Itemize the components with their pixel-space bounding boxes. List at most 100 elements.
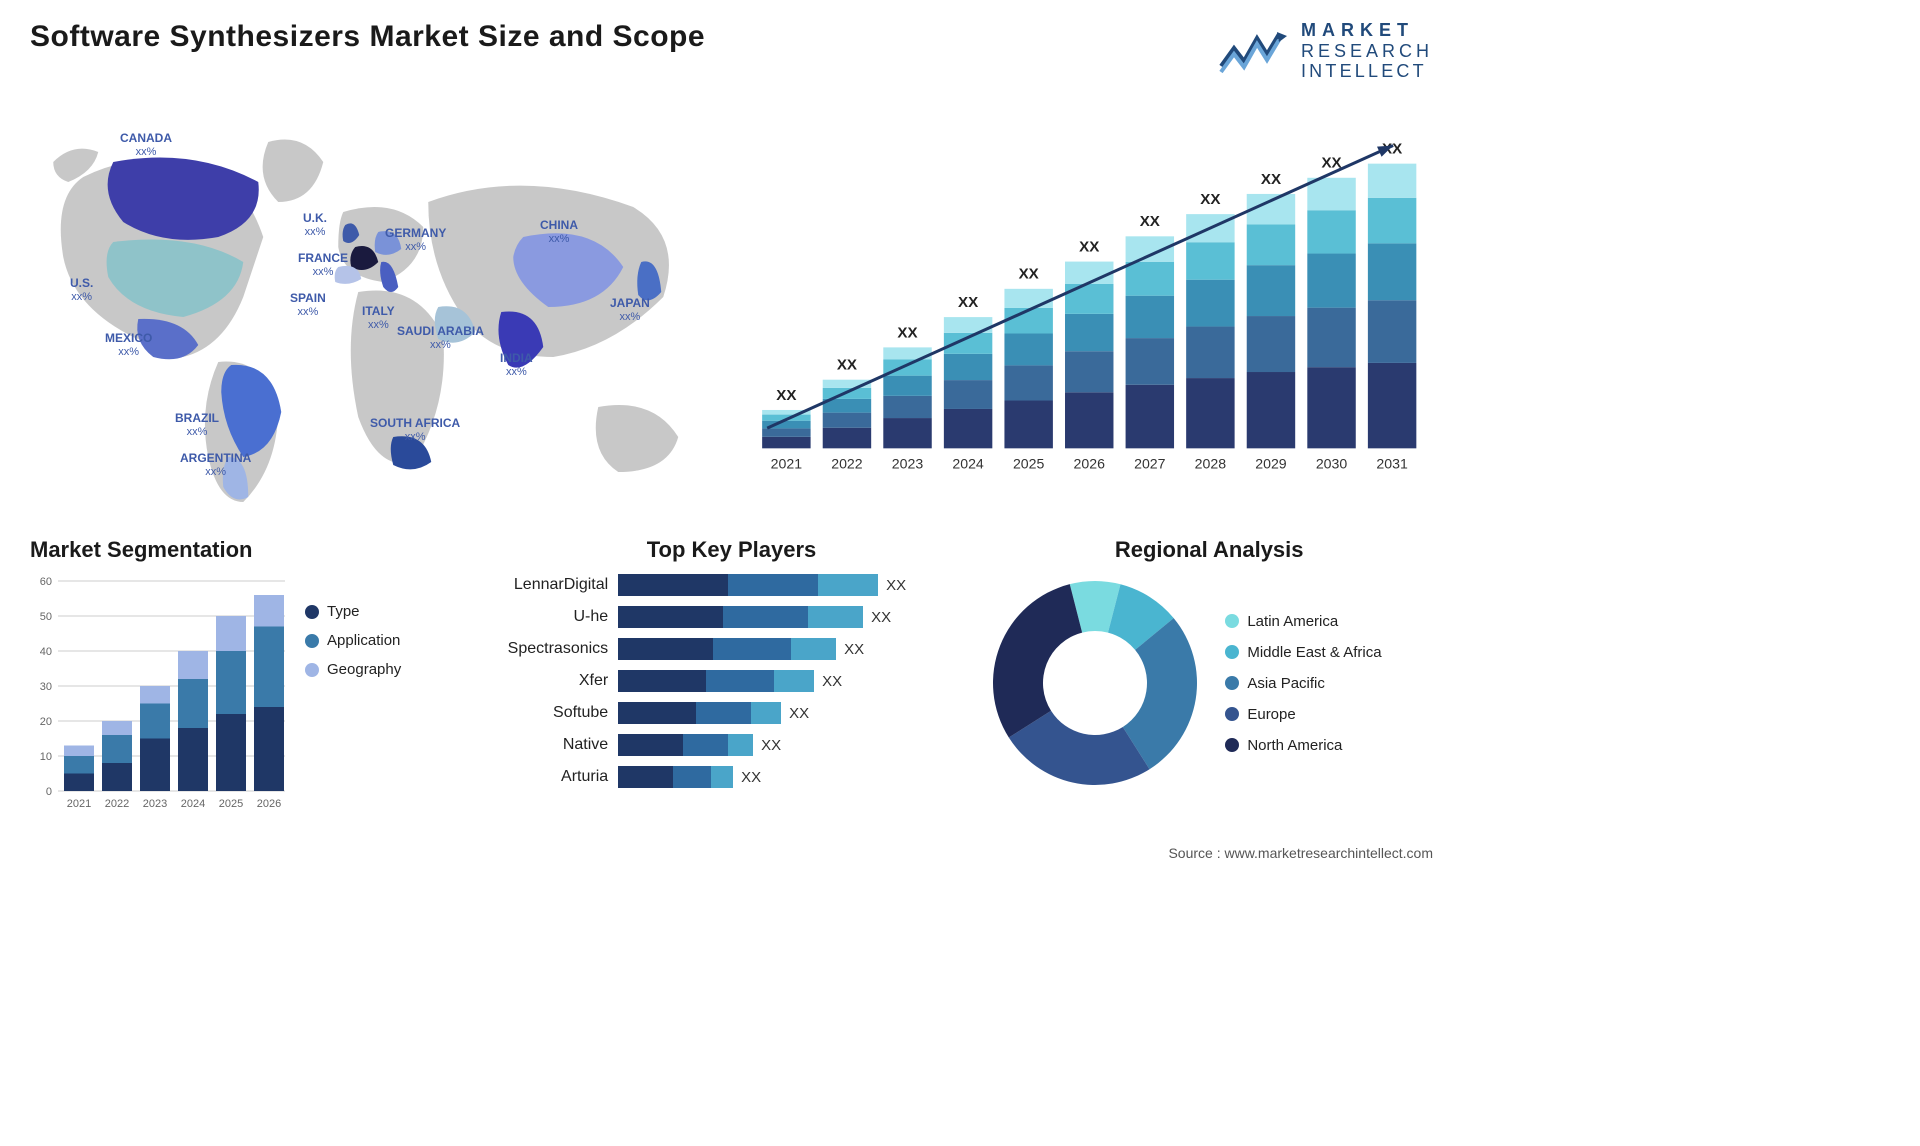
source-text: Source : www.marketresearchintellect.com [1168, 845, 1433, 861]
map-label: U.K.xx% [303, 212, 327, 238]
svg-text:2022: 2022 [105, 798, 129, 810]
map-label: U.S.xx% [70, 277, 93, 303]
svg-text:2024: 2024 [181, 798, 205, 810]
map-label: CANADAxx% [120, 132, 172, 158]
page-title: Software Synthesizers Market Size and Sc… [30, 20, 705, 54]
top-row: CANADAxx% U.S.xx% MEXICOxx% BRAZILxx% ARGENT… [30, 107, 1433, 507]
regional-title: Regional Analysis [985, 537, 1433, 563]
player-value: XX [871, 609, 891, 626]
svg-text:2021: 2021 [770, 456, 802, 472]
segmentation-panel: Market Segmentation 0 10 20 30 40 50 60 2021 202… [30, 537, 478, 813]
svg-text:60: 60 [40, 576, 52, 588]
map-label: JAPANxx% [610, 297, 650, 323]
svg-text:2023: 2023 [143, 798, 167, 810]
players-bars: XXXXXXXXXXXXXX [618, 573, 955, 797]
map-label: FRANCExx% [298, 252, 348, 278]
segmentation-chart: 0 10 20 30 40 50 60 2021 2022 2023 2024 2025 2026 [30, 573, 290, 813]
regional-panel: Regional Analysis Latin America Middle Ea… [985, 537, 1433, 813]
svg-text:2022: 2022 [831, 456, 863, 472]
map-label: BRAZILxx% [175, 412, 219, 438]
svg-text:XX: XX [1079, 239, 1099, 256]
player-label: Native [563, 733, 608, 757]
svg-text:2025: 2025 [219, 798, 243, 810]
growth-chart: XX 2021 XX 2022 XX 2023 XX 2024 XX 2025 XX 2026 XX 20… [747, 107, 1434, 507]
svg-text:50: 50 [40, 611, 52, 623]
player-label: LennarDigital [514, 573, 608, 597]
map-label: INDIAxx% [500, 352, 533, 378]
map-label: SOUTH AFRICAxx% [370, 417, 460, 443]
legend-item: Latin America [1225, 613, 1381, 630]
svg-text:0: 0 [46, 786, 52, 798]
svg-text:2023: 2023 [891, 456, 923, 472]
player-label: Spectrasonics [508, 637, 609, 661]
logo-line1: MARKET [1301, 20, 1433, 41]
legend-item: Application [305, 632, 401, 649]
player-value: XX [886, 577, 906, 594]
regional-legend: Latin America Middle East & Africa Asia Pa… [1225, 613, 1381, 754]
bottom-row: Market Segmentation 0 10 20 30 40 50 60 2021 202… [30, 537, 1433, 813]
svg-text:XX: XX [957, 294, 977, 311]
svg-text:2021: 2021 [67, 798, 91, 810]
player-row: XX [618, 573, 955, 597]
svg-text:2029: 2029 [1255, 456, 1287, 472]
player-value: XX [822, 673, 842, 690]
player-value: XX [844, 641, 864, 658]
player-value: XX [741, 769, 761, 786]
svg-text:XX: XX [1018, 266, 1038, 283]
svg-text:XX: XX [1200, 191, 1220, 208]
legend-item: North America [1225, 737, 1381, 754]
player-value: XX [761, 737, 781, 754]
player-label: Xfer [579, 669, 608, 693]
legend-item: Middle East & Africa [1225, 644, 1381, 661]
brand-logo: MARKET RESEARCH INTELLECT [1219, 20, 1433, 82]
svg-text:2028: 2028 [1194, 456, 1226, 472]
header: Software Synthesizers Market Size and Sc… [30, 20, 1433, 82]
svg-text:2026: 2026 [1073, 456, 1105, 472]
player-row: XX [618, 701, 955, 725]
svg-text:2030: 2030 [1315, 456, 1347, 472]
svg-text:XX: XX [1260, 171, 1280, 188]
players-title: Top Key Players [508, 537, 956, 563]
logo-line3: INTELLECT [1301, 61, 1433, 82]
svg-text:2024: 2024 [952, 456, 984, 472]
map-label: GERMANYxx% [385, 227, 446, 253]
svg-text:XX: XX [836, 357, 856, 374]
svg-text:30: 30 [40, 681, 52, 693]
player-row: XX [618, 765, 955, 789]
player-value: XX [789, 705, 809, 722]
player-label: Arturia [561, 765, 608, 789]
svg-text:2026: 2026 [257, 798, 281, 810]
legend-item: Asia Pacific [1225, 675, 1381, 692]
player-row: XX [618, 669, 955, 693]
map-label: SPAINxx% [290, 292, 326, 318]
player-label: U-he [573, 605, 608, 629]
svg-text:XX: XX [1139, 213, 1159, 230]
svg-text:XX: XX [776, 387, 796, 404]
players-panel: Top Key Players LennarDigital U-he Spectra… [508, 537, 956, 813]
svg-text:2031: 2031 [1376, 456, 1408, 472]
svg-text:XX: XX [897, 324, 917, 341]
growth-svg: XX 2021 XX 2022 XX 2023 XX 2024 XX 2025 XX 2026 XX 20… [747, 107, 1434, 507]
player-label: Softube [553, 701, 608, 725]
player-row: XX [618, 733, 955, 757]
map-label: SAUDI ARABIAxx% [397, 325, 484, 351]
map-label: ARGENTINAxx% [180, 452, 251, 478]
legend-item: Geography [305, 661, 401, 678]
regional-donut [985, 573, 1205, 793]
logo-icon [1219, 26, 1289, 76]
player-row: XX [618, 637, 955, 661]
logo-line2: RESEARCH [1301, 41, 1433, 62]
map-label: CHINAxx% [540, 219, 578, 245]
segmentation-title: Market Segmentation [30, 537, 478, 563]
world-map: CANADAxx% U.S.xx% MEXICOxx% BRAZILxx% ARGENT… [30, 107, 717, 507]
legend-item: Type [305, 603, 401, 620]
svg-text:40: 40 [40, 646, 52, 658]
map-label: ITALYxx% [362, 305, 395, 331]
segmentation-legend: Type Application Geography [305, 603, 401, 678]
svg-text:2025: 2025 [1012, 456, 1044, 472]
map-label: MEXICOxx% [105, 332, 152, 358]
svg-text:20: 20 [40, 716, 52, 728]
svg-text:2027: 2027 [1134, 456, 1166, 472]
player-row: XX [618, 605, 955, 629]
svg-text:10: 10 [40, 751, 52, 763]
